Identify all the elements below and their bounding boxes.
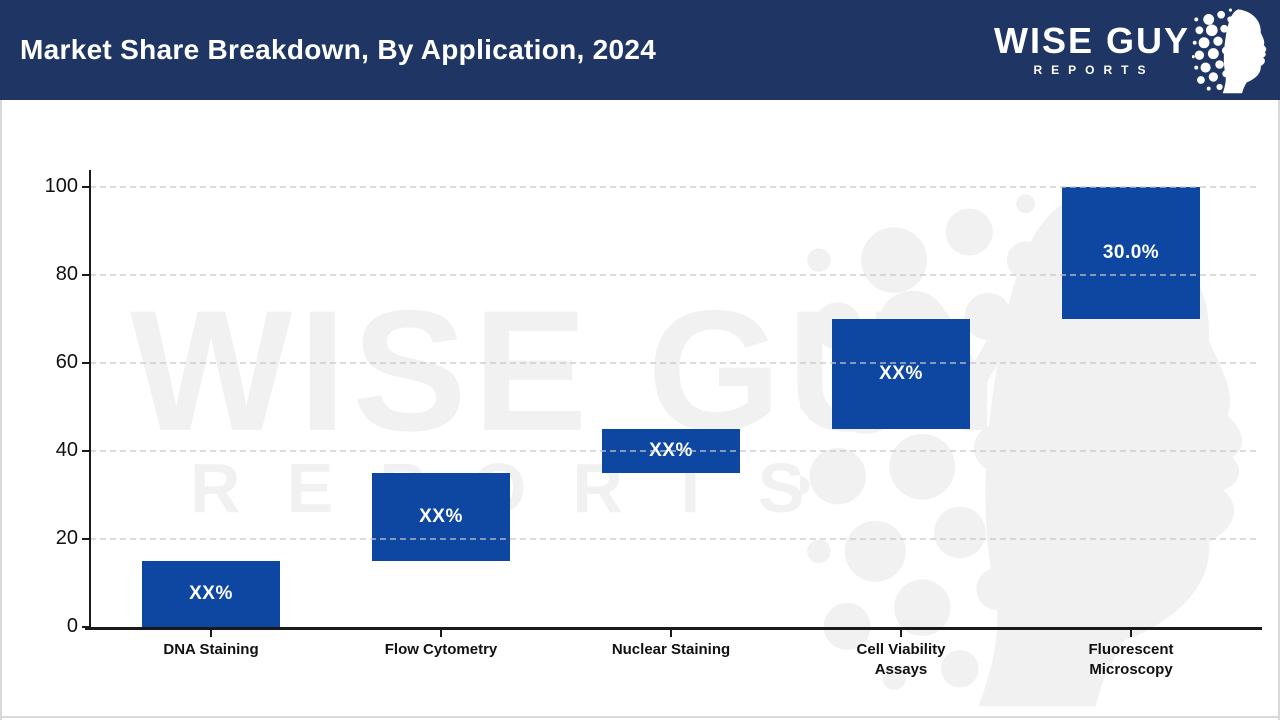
logo-wordmark: WISE GUY xyxy=(993,20,1190,61)
x-category-label-line: Cell Viability xyxy=(856,641,946,658)
x-tick-mark xyxy=(900,630,902,637)
y-tick-label: 0 xyxy=(66,615,78,637)
x-category-label: DNA Staining xyxy=(96,640,326,660)
y-tick-mark xyxy=(82,186,89,188)
y-tick-label: 60 xyxy=(55,351,78,373)
bar-value-label: XX% xyxy=(189,583,233,604)
x-category-label: Flow Cytometry xyxy=(326,640,556,660)
header-bar: Market Share Breakdown, By Application, … xyxy=(0,0,1280,100)
y-tick-mark xyxy=(82,538,89,540)
gridline xyxy=(90,538,1256,540)
bar-segment: XX% xyxy=(372,473,510,561)
bar-value-label: XX% xyxy=(879,363,923,384)
frame-border-right xyxy=(1278,100,1280,720)
bar-segment: 30.0% xyxy=(1062,187,1200,319)
gridline xyxy=(90,450,1256,452)
logo-tagline: REPORTS xyxy=(1033,63,1155,77)
bar-value-label: XX% xyxy=(419,506,463,527)
y-tick-mark xyxy=(82,450,89,452)
x-tick-mark xyxy=(1130,630,1132,637)
bar-value-label: 30.0% xyxy=(1102,242,1160,263)
x-category-label-line: Fluorescent xyxy=(1088,641,1174,658)
x-category-label-line: Nuclear Staining xyxy=(611,641,731,658)
watermark-tagline: REPORTS xyxy=(190,449,851,527)
x-category-label-line: Microscopy xyxy=(1089,661,1173,678)
gridline xyxy=(90,186,1256,188)
y-tick-mark xyxy=(82,362,89,364)
x-category-label: Nuclear Staining xyxy=(556,640,786,660)
x-category-label: Fluorescent Microscopy xyxy=(1016,640,1246,680)
gridline xyxy=(90,362,1256,364)
frame-border-bottom xyxy=(0,716,1280,718)
x-tick-mark xyxy=(440,630,442,637)
x-category-label: Cell Viability Assays xyxy=(786,640,1016,680)
x-tick-mark xyxy=(670,630,672,637)
y-tick-label: 40 xyxy=(55,439,78,461)
x-category-label-line: DNA Staining xyxy=(163,641,259,658)
y-tick-label: 80 xyxy=(55,263,78,285)
bar-segment: XX% xyxy=(142,561,280,627)
y-tick-label: 20 xyxy=(55,527,78,549)
y-axis-line xyxy=(89,170,91,629)
wiseguy-face-icon xyxy=(1192,8,1267,94)
page-title: Market Share Breakdown, By Application, … xyxy=(20,34,657,65)
gridline xyxy=(90,274,1256,276)
frame-border-left xyxy=(0,100,2,720)
y-tick-mark xyxy=(82,274,89,276)
x-category-label-line: Flow Cytometry xyxy=(384,641,498,658)
x-category-label-line: Assays xyxy=(874,661,928,678)
x-tick-mark xyxy=(210,630,212,637)
bar-segment: XX% xyxy=(832,319,970,429)
y-tick-label: 100 xyxy=(44,175,78,197)
x-axis-line xyxy=(85,627,1262,630)
wiseguy-logo: WISE GUY REPORTS xyxy=(994,0,1190,100)
